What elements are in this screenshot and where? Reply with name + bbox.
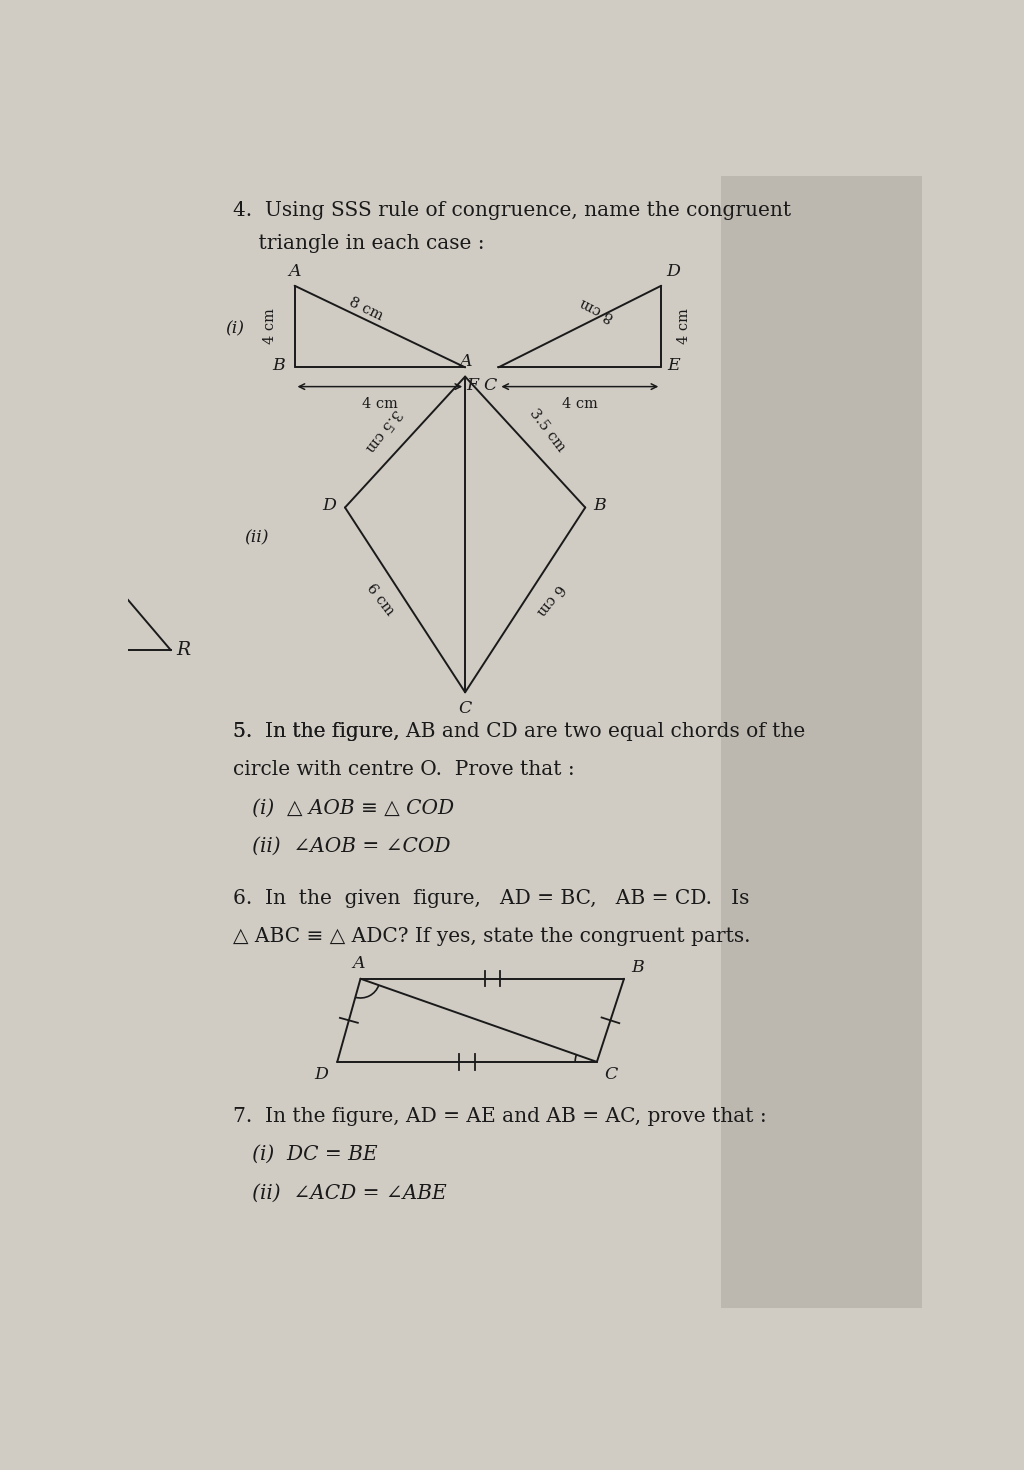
- Text: (ii)  ∠ACD = ∠ABE: (ii) ∠ACD = ∠ABE: [232, 1183, 446, 1202]
- Text: F: F: [467, 378, 478, 394]
- Text: (ii)  ∠AOB = ∠COD: (ii) ∠AOB = ∠COD: [232, 836, 451, 856]
- Text: B: B: [272, 357, 286, 375]
- Text: triangle in each case :: triangle in each case :: [232, 234, 484, 253]
- Text: (i)  DC = BE: (i) DC = BE: [232, 1145, 377, 1164]
- Text: A: A: [289, 263, 301, 281]
- Text: A: A: [352, 956, 366, 972]
- Text: 5.  In the figure, AB and CD are two equal chords of the: 5. In the figure, AB and CD are two equa…: [232, 722, 805, 741]
- Text: 3.5 cm: 3.5 cm: [362, 406, 404, 454]
- Bar: [721, 176, 922, 1308]
- Text: 8 cm: 8 cm: [347, 295, 385, 323]
- Text: (i): (i): [225, 320, 244, 337]
- Text: D: D: [322, 497, 336, 514]
- Text: 3.5 cm: 3.5 cm: [526, 406, 567, 454]
- Text: C: C: [459, 700, 472, 717]
- Text: B: B: [632, 958, 644, 976]
- Text: 7.  In the figure, AD = AE and AB = AC, prove that :: 7. In the figure, AD = AE and AB = AC, p…: [232, 1107, 766, 1126]
- Text: circle with centre O.  Prove that :: circle with centre O. Prove that :: [232, 760, 574, 779]
- Text: (i)  △ AOB ≡ △ COD: (i) △ AOB ≡ △ COD: [232, 798, 454, 817]
- Text: △ ABC ≡ △ ADC? If yes, state the congruent parts.: △ ABC ≡ △ ADC? If yes, state the congrue…: [232, 928, 751, 947]
- Text: 4 cm: 4 cm: [361, 397, 397, 410]
- Text: 4 cm: 4 cm: [263, 309, 276, 344]
- Text: 5.  In the figure,: 5. In the figure,: [232, 722, 406, 741]
- Text: E: E: [668, 357, 680, 375]
- Text: C: C: [604, 1066, 617, 1083]
- Text: 6 cm: 6 cm: [534, 582, 566, 619]
- Text: 4.  Using SSS rule of congruence, name the congruent: 4. Using SSS rule of congruence, name th…: [232, 201, 791, 220]
- Text: 4 cm: 4 cm: [678, 309, 691, 344]
- Text: (ii): (ii): [245, 529, 268, 547]
- Text: R: R: [176, 641, 190, 659]
- Text: B: B: [593, 497, 606, 514]
- Text: D: D: [666, 263, 680, 281]
- Text: 6.  In  the  given  figure,   AD = BC,   AB = CD.   Is: 6. In the given figure, AD = BC, AB = CD…: [232, 889, 749, 907]
- Text: 8 cm: 8 cm: [578, 295, 616, 323]
- Text: C: C: [483, 378, 497, 394]
- Text: D: D: [314, 1066, 328, 1083]
- Text: 6 cm: 6 cm: [364, 582, 397, 619]
- Text: 4 cm: 4 cm: [562, 397, 598, 410]
- Text: A: A: [459, 353, 471, 370]
